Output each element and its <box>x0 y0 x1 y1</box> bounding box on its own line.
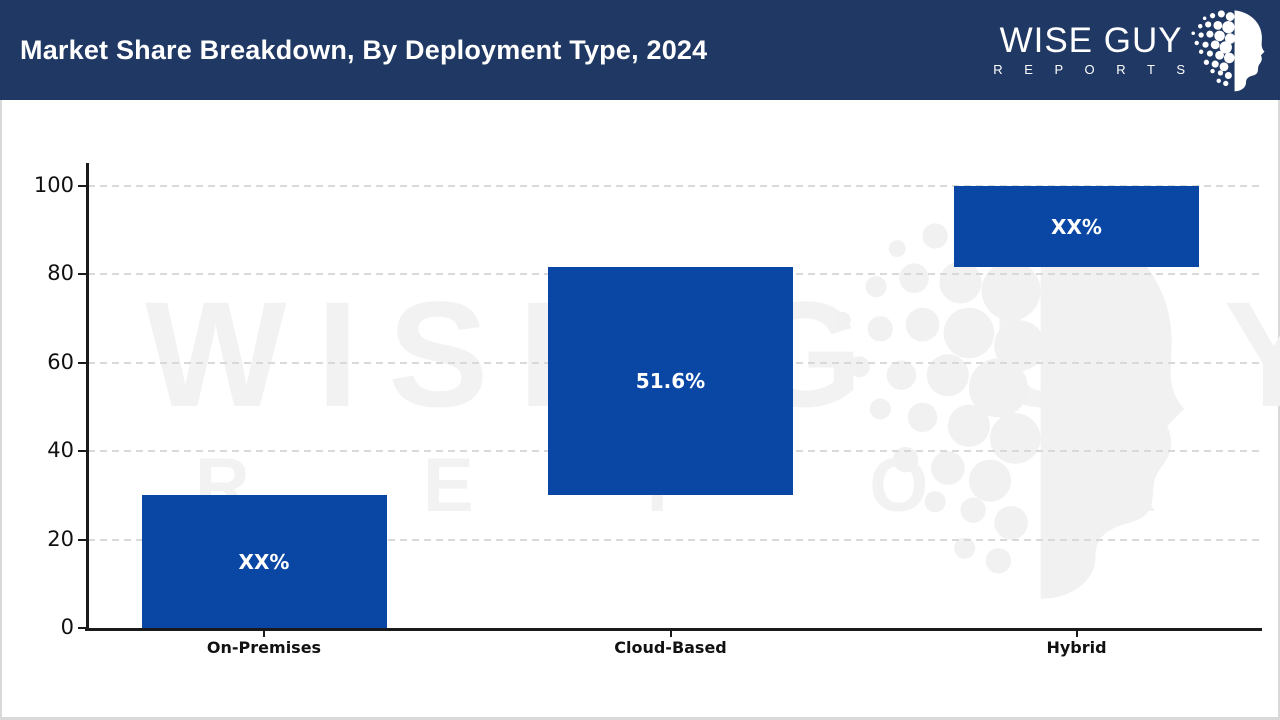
logo-wordmark: WISE GUY <box>999 21 1183 60</box>
y-tick-mark <box>78 361 86 364</box>
x-tick-mark <box>669 631 672 637</box>
page-edge-right <box>1278 100 1280 720</box>
y-tick-label: 80 <box>47 261 74 286</box>
page-edge-bottom <box>0 717 1280 720</box>
bar-value-label: XX% <box>238 549 290 574</box>
y-tick-label: 40 <box>47 438 74 463</box>
logo-text: WISE GUY R E P O R T S <box>988 23 1194 77</box>
y-tick-mark <box>78 273 86 276</box>
brand-logo: WISE GUY R E P O R T S <box>988 7 1268 93</box>
bar-cloud-based: 51.6% <box>548 267 793 496</box>
x-category-label: On-Premises <box>206 638 322 657</box>
x-category-label: Cloud-Based <box>614 638 727 657</box>
bar-value-label: 51.6% <box>635 369 706 394</box>
x-category-label: Hybrid <box>1046 638 1107 657</box>
logo-tagline: R E P O R T S <box>993 62 1194 77</box>
y-axis-line <box>86 163 89 631</box>
bar-on-premises: XX% <box>141 495 387 628</box>
bar-hybrid: XX% <box>954 186 1199 268</box>
y-tick-label: 20 <box>47 526 74 551</box>
x-tick-mark <box>263 631 265 637</box>
x-axis-line <box>85 628 1262 631</box>
page-edge-left <box>0 100 2 720</box>
bar-value-label: XX% <box>1051 214 1102 239</box>
x-tick-mark <box>1075 631 1078 637</box>
header-bar: Market Share Breakdown, By Deployment Ty… <box>0 0 1280 100</box>
y-tick-mark <box>78 450 86 453</box>
y-tick-label: 0 <box>60 615 74 639</box>
y-tick-mark <box>78 627 86 629</box>
logo-head-icon <box>1191 10 1265 92</box>
y-tick-mark <box>78 185 86 187</box>
y-tick-label: 100 <box>33 173 74 197</box>
chart-area: WISE G U Y R E P O R T S 020406080100XX%… <box>0 100 1280 720</box>
y-tick-mark <box>78 538 86 541</box>
y-tick-label: 60 <box>47 349 74 374</box>
gridline <box>88 538 1262 541</box>
gridline <box>88 185 1262 187</box>
page-title: Market Share Breakdown, By Deployment Ty… <box>20 34 708 65</box>
